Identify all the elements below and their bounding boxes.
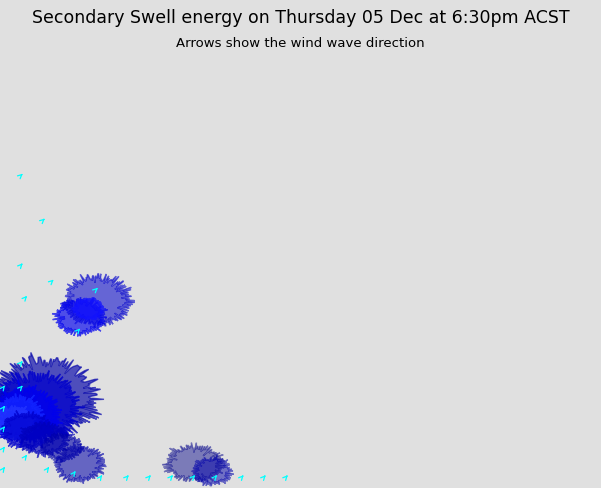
- Polygon shape: [60, 274, 135, 328]
- Polygon shape: [52, 297, 108, 336]
- Polygon shape: [0, 410, 53, 451]
- Polygon shape: [19, 422, 75, 458]
- Polygon shape: [0, 406, 36, 441]
- Polygon shape: [40, 433, 84, 463]
- Polygon shape: [0, 352, 104, 445]
- Polygon shape: [72, 297, 106, 320]
- Text: Secondary Swell energy on Thursday 05 Dec at 6:30pm ACST: Secondary Swell energy on Thursday 05 De…: [32, 9, 569, 27]
- Polygon shape: [0, 370, 85, 448]
- Polygon shape: [0, 380, 63, 445]
- Polygon shape: [0, 394, 44, 434]
- Polygon shape: [53, 443, 106, 484]
- Polygon shape: [192, 455, 234, 486]
- Text: Arrows show the wind wave direction: Arrows show the wind wave direction: [176, 37, 425, 50]
- Polygon shape: [162, 443, 225, 482]
